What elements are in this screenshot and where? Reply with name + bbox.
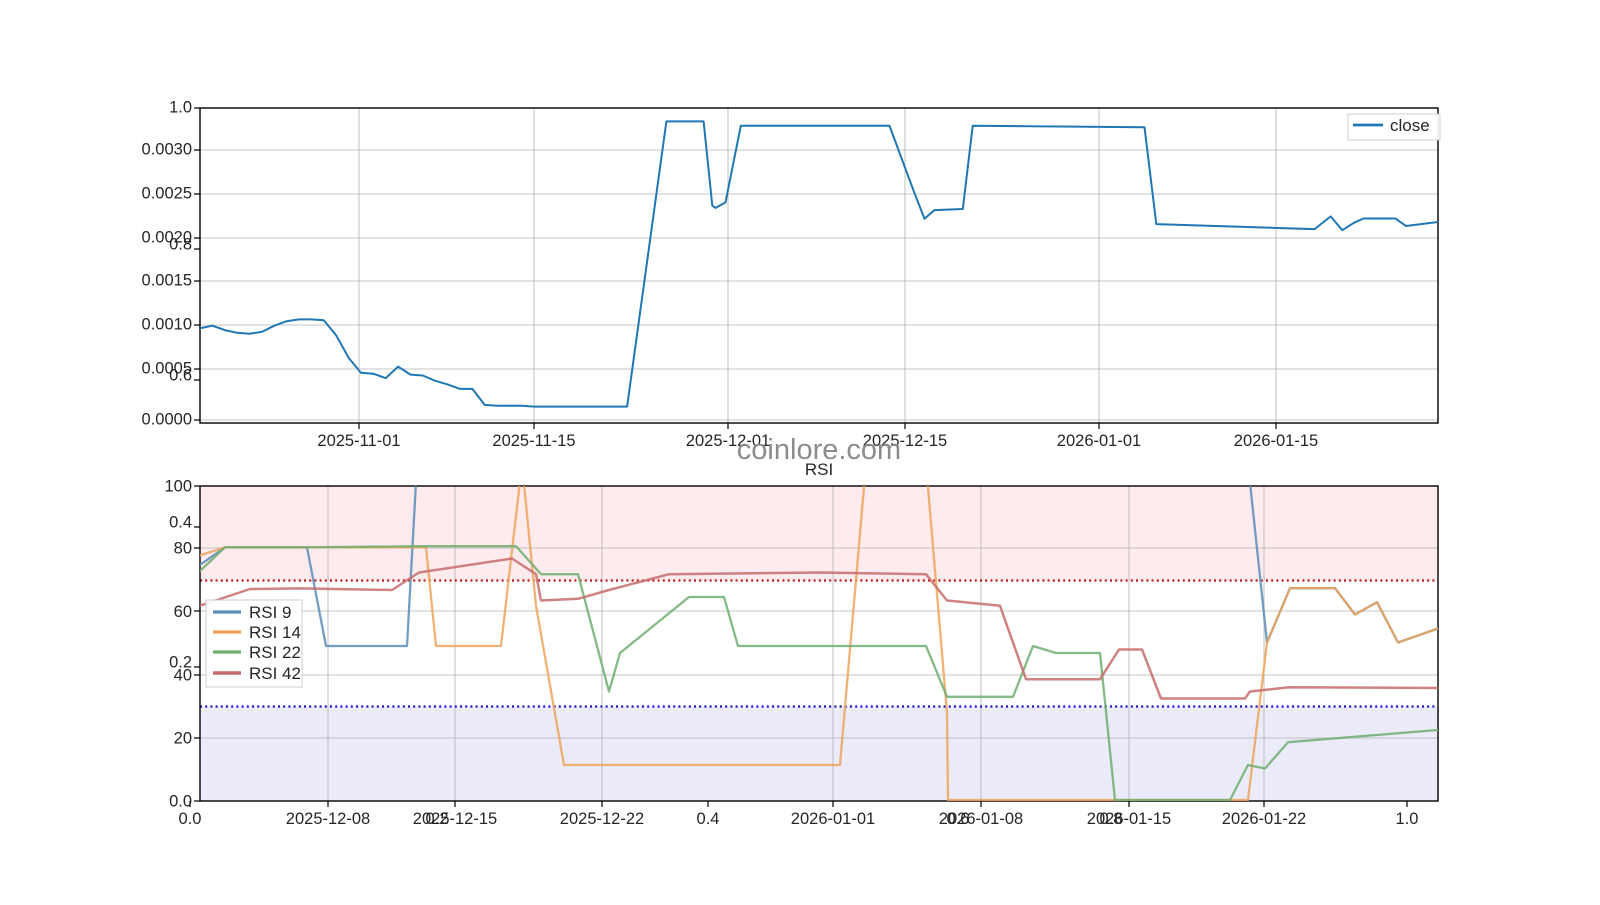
svg-text:2025-12-08: 2025-12-08 [286, 810, 370, 828]
svg-text:1.0: 1.0 [1396, 810, 1419, 828]
svg-text:0.2: 0.2 [169, 654, 192, 672]
svg-text:80: 80 [174, 540, 192, 558]
svg-text:0.0025: 0.0025 [142, 185, 192, 203]
svg-text:0.8: 0.8 [1100, 810, 1123, 828]
svg-text:2025-12-22: 2025-12-22 [560, 810, 644, 828]
svg-text:1.0: 1.0 [169, 99, 192, 117]
svg-text:2026-01-01: 2026-01-01 [791, 810, 875, 828]
svg-text:0.0: 0.0 [169, 793, 192, 811]
svg-text:2026-01-15: 2026-01-15 [1234, 432, 1318, 450]
svg-text:100: 100 [164, 478, 192, 496]
svg-text:RSI: RSI [805, 460, 833, 479]
svg-text:2025-11-01: 2025-11-01 [317, 432, 400, 450]
svg-text:close: close [1390, 116, 1430, 135]
svg-text:2025-11-15: 2025-11-15 [492, 432, 575, 450]
svg-text:RSI 22: RSI 22 [249, 643, 301, 662]
svg-text:2026-01-01: 2026-01-01 [1057, 432, 1141, 450]
svg-text:0.8: 0.8 [169, 236, 192, 254]
svg-text:RSI 14: RSI 14 [249, 623, 301, 642]
svg-text:RSI 42: RSI 42 [249, 664, 301, 683]
svg-text:60: 60 [174, 603, 192, 621]
svg-text:0.4: 0.4 [169, 514, 192, 532]
svg-text:0.4: 0.4 [697, 810, 720, 828]
svg-text:0.0: 0.0 [179, 810, 202, 828]
svg-text:0.0030: 0.0030 [142, 141, 192, 159]
svg-text:0.0015: 0.0015 [142, 272, 192, 290]
svg-text:0.6: 0.6 [947, 810, 970, 828]
svg-text:2026-01-22: 2026-01-22 [1222, 810, 1306, 828]
svg-text:0.6: 0.6 [169, 367, 192, 385]
svg-text:20: 20 [174, 730, 192, 748]
svg-text:0.0010: 0.0010 [142, 316, 192, 334]
svg-text:0.2: 0.2 [426, 810, 449, 828]
svg-text:RSI 9: RSI 9 [249, 603, 292, 622]
svg-text:0.0000: 0.0000 [142, 411, 192, 429]
